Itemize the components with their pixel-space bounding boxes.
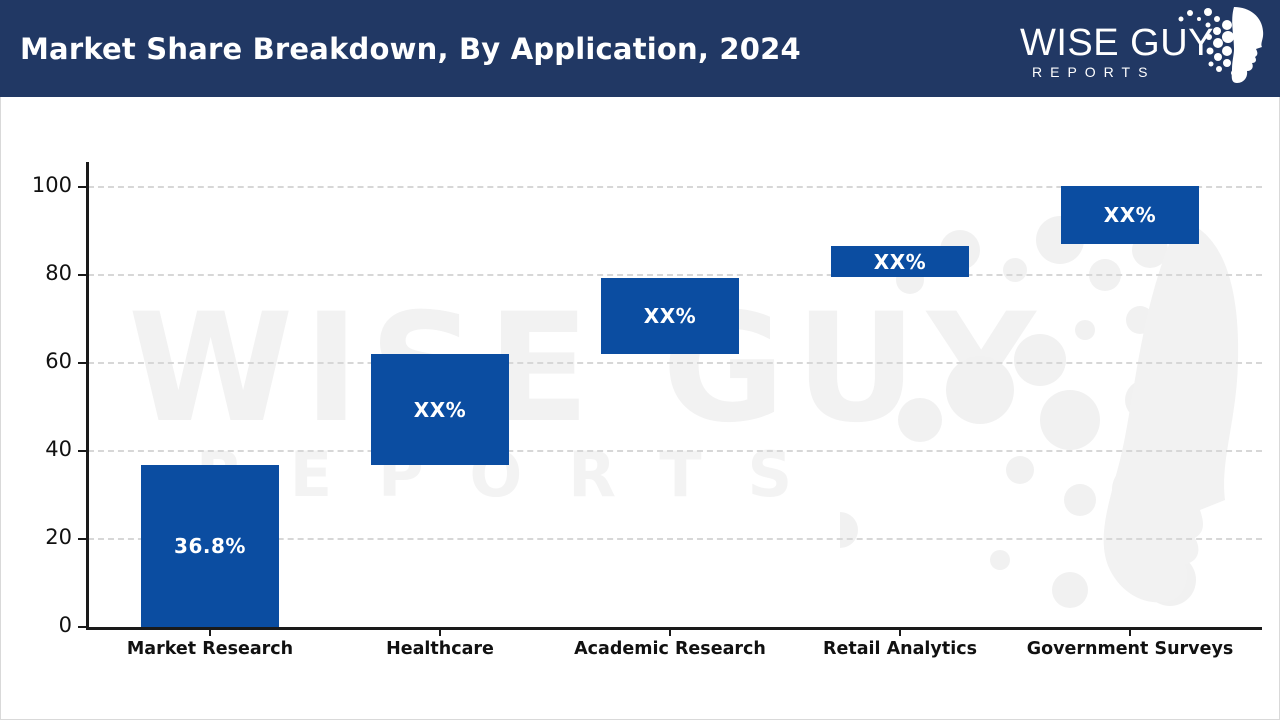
bar-value-label: 36.8% <box>174 534 246 559</box>
x-tick-label-2: Academic Research <box>574 639 766 659</box>
y-tick-mark-0 <box>78 626 88 628</box>
bar-retail-analytics: XX% <box>831 246 969 278</box>
gridline-60 <box>88 362 1262 364</box>
y-tick-label-0: 0 <box>58 613 72 637</box>
y-axis-line <box>86 162 89 630</box>
y-tick-mark-80 <box>78 274 88 276</box>
x-tick-label-1: Healthcare <box>386 639 494 659</box>
dotted-head-icon <box>1178 6 1264 83</box>
x-tick-label-4: Government Surveys <box>1026 639 1234 659</box>
logo-graphic: WISE GUY REPORTS <box>1020 6 1264 83</box>
x-tick-mark-2 <box>669 627 671 636</box>
y-tick-mark-40 <box>78 450 88 452</box>
bar-market-research: 36.8% <box>141 465 279 627</box>
page-title: Market Share Breakdown, By Application, … <box>20 31 801 66</box>
x-tick-mark-1 <box>439 627 441 636</box>
x-tick-mark-4 <box>1129 627 1131 636</box>
bar-government-surveys: XX% <box>1061 185 1199 245</box>
x-tick-mark-3 <box>899 627 901 636</box>
gridline-20 <box>88 538 1262 540</box>
logo-line1: WISE GUY <box>1020 22 1214 64</box>
bar-value-label: XX% <box>1103 202 1157 227</box>
x-axis-line <box>86 627 1262 630</box>
watermark-text-line2: REPORTS <box>196 438 839 511</box>
y-tick-mark-60 <box>78 362 88 364</box>
bar-academic-research: XX% <box>601 278 739 355</box>
y-tick-mark-100 <box>78 186 88 188</box>
logo-line2: REPORTS <box>1032 64 1155 80</box>
y-tick-label-40: 40 <box>45 437 72 461</box>
x-tick-mark-0 <box>209 627 211 636</box>
watermark-text-line1: WISE GUY <box>128 282 1046 456</box>
x-tick-label-3: Retail Analytics <box>823 639 977 659</box>
bar-healthcare: XX% <box>371 354 509 466</box>
header-bar: Market Share Breakdown, By Application, … <box>0 0 1280 97</box>
y-tick-label-100: 100 <box>31 173 72 197</box>
y-tick-mark-20 <box>78 538 88 540</box>
bar-value-label: XX% <box>873 249 927 274</box>
bar-value-label: XX% <box>643 304 697 329</box>
y-tick-label-60: 60 <box>45 349 72 373</box>
y-tick-label-20: 20 <box>45 525 72 549</box>
gridline-80 <box>88 274 1262 276</box>
gridline-100 <box>88 186 1262 188</box>
y-tick-label-80: 80 <box>45 261 72 285</box>
watermark-dotted-head <box>840 216 1239 608</box>
gridline-40 <box>88 450 1262 452</box>
bar-value-label: XX% <box>413 397 467 422</box>
x-tick-label-0: Market Research <box>126 639 294 659</box>
wise-guy-logo: WISE GUY REPORTS <box>1018 5 1266 93</box>
